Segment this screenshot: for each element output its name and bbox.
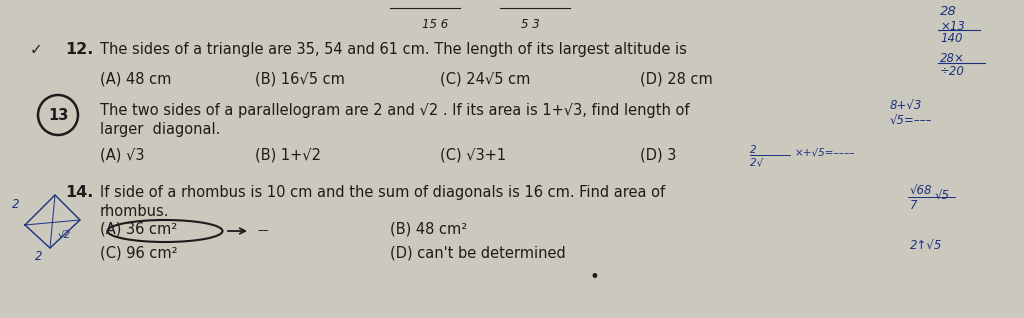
Text: 28: 28 [940, 5, 956, 18]
Text: If side of a rhombus is 10 cm and the sum of diagonals is 16 cm. Find area of: If side of a rhombus is 10 cm and the su… [100, 185, 666, 200]
Text: 12.: 12. [65, 42, 93, 57]
Text: (A) 48 cm: (A) 48 cm [100, 72, 171, 87]
Text: (D) 28 cm: (D) 28 cm [640, 72, 713, 87]
Text: 14.: 14. [65, 185, 93, 200]
Text: ×+√5=––––: ×+√5=–––– [795, 148, 855, 158]
Text: √2: √2 [58, 230, 72, 240]
Text: rhombus.: rhombus. [100, 204, 170, 219]
Text: (B) 16√5 cm: (B) 16√5 cm [255, 72, 345, 87]
Text: 2: 2 [750, 145, 757, 155]
Text: 7: 7 [910, 199, 918, 212]
Text: (D) 3: (D) 3 [640, 148, 677, 163]
Text: √68: √68 [910, 185, 933, 198]
Text: (C) 24√5 cm: (C) 24√5 cm [440, 72, 530, 87]
Text: 8+√3: 8+√3 [890, 100, 923, 113]
Text: 2√: 2√ [750, 157, 765, 167]
Text: ×13: ×13 [940, 20, 965, 33]
Text: (D) can't be determined: (D) can't be determined [390, 246, 565, 261]
Text: 2↑√5: 2↑√5 [910, 240, 942, 253]
Text: (A) √3: (A) √3 [100, 148, 144, 163]
Text: 2: 2 [35, 250, 43, 263]
Text: 5 3: 5 3 [520, 18, 540, 31]
Text: 15 6: 15 6 [422, 18, 449, 31]
Text: The two sides of a parallelogram are 2 and √2 . If its area is 1+√3, find length: The two sides of a parallelogram are 2 a… [100, 103, 689, 118]
Text: 28×: 28× [940, 52, 965, 65]
Text: 140: 140 [940, 32, 963, 45]
Text: The sides of a triangle are 35, 54 and 61 cm. The length of its largest altitude: The sides of a triangle are 35, 54 and 6… [100, 42, 687, 57]
Text: 2: 2 [12, 198, 19, 211]
Text: (B) 48 cm²: (B) 48 cm² [390, 222, 467, 237]
Text: (C) 96 cm²: (C) 96 cm² [100, 246, 177, 261]
Text: (A) 36 cm²: (A) 36 cm² [100, 222, 177, 237]
Text: ÷20: ÷20 [940, 65, 965, 78]
Text: √5: √5 [935, 190, 950, 203]
Text: 13: 13 [48, 107, 69, 122]
Text: •: • [590, 268, 600, 286]
Text: larger  diagonal.: larger diagonal. [100, 122, 220, 137]
Text: √5=–––: √5=––– [890, 115, 933, 128]
Text: (B) 1+√2: (B) 1+√2 [255, 148, 321, 163]
Text: ✓: ✓ [30, 42, 43, 57]
Text: (C) √3+1: (C) √3+1 [440, 148, 506, 163]
Text: ––: –– [257, 225, 268, 238]
